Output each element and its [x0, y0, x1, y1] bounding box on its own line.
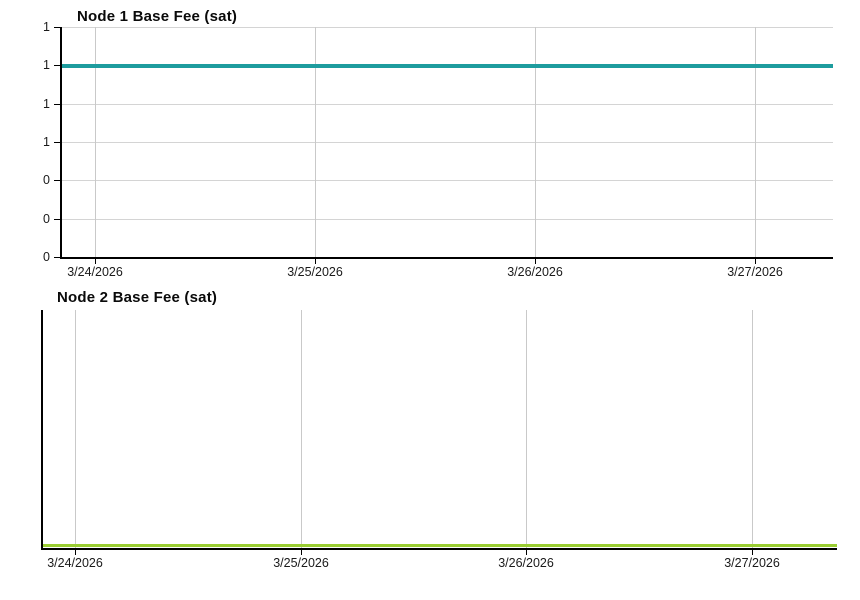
y-tick-mark	[54, 65, 61, 67]
x-tick-mark	[95, 258, 96, 264]
x-tick-label: 3/24/2026	[47, 556, 103, 570]
gridline-vertical	[301, 310, 302, 548]
x-tick-label: 3/27/2026	[727, 265, 783, 279]
gridline-vertical	[315, 27, 316, 257]
x-tick-mark	[752, 549, 753, 555]
x-tick-label: 3/25/2026	[287, 265, 343, 279]
y-tick-mark	[54, 180, 61, 182]
x-axis	[41, 548, 837, 550]
x-tick-mark	[301, 549, 302, 555]
x-tick-mark	[526, 549, 527, 555]
gridline-horizontal	[62, 103, 833, 105]
y-tick-label: 1	[43, 96, 50, 111]
y-tick-label: 0	[43, 211, 50, 226]
gridline-vertical	[755, 27, 756, 257]
y-tick-label: 0	[43, 173, 50, 188]
y-tick-mark	[54, 27, 61, 28]
x-tick-mark	[535, 258, 536, 264]
x-tick-label: 3/27/2026	[724, 556, 780, 570]
x-tick-label: 3/26/2026	[507, 265, 563, 279]
x-tick-mark	[755, 258, 756, 264]
chart-title-node-2: Node 2 Base Fee (sat)	[57, 289, 218, 306]
gridline-vertical	[752, 310, 753, 548]
gridline-horizontal	[62, 27, 833, 28]
gridline-vertical	[535, 27, 536, 257]
x-tick-mark	[315, 258, 316, 264]
y-tick-label: 0	[43, 250, 50, 264]
y-tick-label: 1	[43, 58, 50, 73]
y-tick-label: 1	[43, 20, 50, 34]
y-tick-mark	[54, 103, 61, 105]
x-tick-label: 3/25/2026	[273, 556, 329, 570]
x-tick-mark	[75, 549, 76, 555]
y-tick-mark	[54, 218, 61, 220]
gridline-horizontal	[62, 142, 833, 143]
y-tick-mark	[54, 257, 61, 258]
series-line-chart2	[43, 544, 837, 547]
series-line-chart1	[62, 63, 833, 68]
x-tick-label: 3/24/2026	[67, 265, 123, 279]
gridline-vertical	[75, 310, 76, 548]
gridline-horizontal	[62, 180, 833, 182]
y-tick-mark	[54, 142, 61, 143]
y-axis	[60, 27, 62, 259]
y-axis	[41, 310, 43, 550]
gridline-horizontal	[62, 218, 833, 220]
x-axis	[60, 257, 833, 259]
y-tick-label: 1	[43, 135, 50, 149]
chart-title-node-1: Node 1 Base Fee (sat)	[77, 8, 238, 25]
gridline-vertical	[526, 310, 527, 548]
gridline-vertical	[95, 27, 96, 257]
x-tick-label: 3/26/2026	[498, 556, 554, 570]
